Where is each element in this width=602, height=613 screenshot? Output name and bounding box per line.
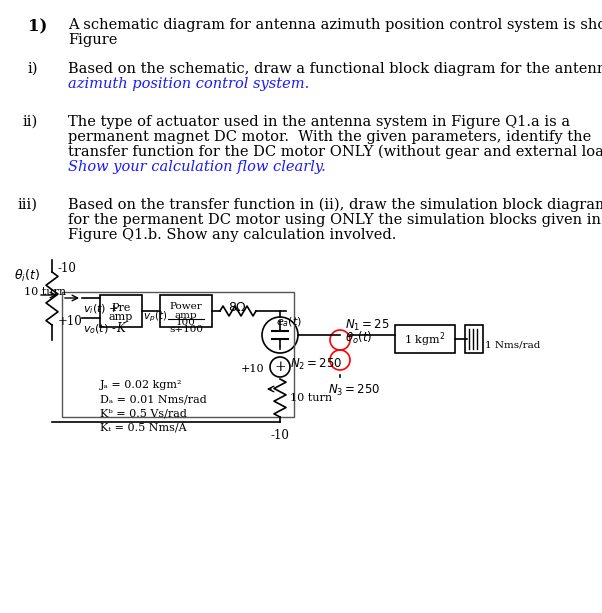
Text: 1 kgm$^2$: 1 kgm$^2$ <box>405 330 445 349</box>
Text: $N_2 = 250$: $N_2 = 250$ <box>290 357 343 372</box>
Text: $N_3 = 250$: $N_3 = 250$ <box>328 383 380 398</box>
Text: $8\Omega$: $8\Omega$ <box>229 301 247 314</box>
Text: s+100: s+100 <box>169 325 203 334</box>
Text: Dₐ = 0.01 Nms/rad: Dₐ = 0.01 Nms/rad <box>100 394 206 404</box>
Bar <box>160 295 212 327</box>
Text: 10 turn: 10 turn <box>290 393 332 403</box>
Text: Based on the schematic, draw a functional block diagram for the antenna: Based on the schematic, draw a functiona… <box>68 62 602 76</box>
Text: 1): 1) <box>28 18 48 35</box>
Text: Figure: Figure <box>68 33 117 47</box>
Bar <box>465 325 483 353</box>
Text: permanent magnet DC motor.  With the given parameters, identify the: permanent magnet DC motor. With the give… <box>68 130 591 144</box>
Text: K: K <box>117 322 125 335</box>
Text: azimuth position control system.: azimuth position control system. <box>68 77 309 91</box>
Text: Kᵇ = 0.5 Vs/rad: Kᵇ = 0.5 Vs/rad <box>100 408 187 418</box>
Text: 10 turn: 10 turn <box>24 287 66 297</box>
Text: amp: amp <box>109 312 133 322</box>
Text: A schematic diagram for antenna azimuth position control system is shown in: A schematic diagram for antenna azimuth … <box>68 18 602 32</box>
Text: +10: +10 <box>58 315 82 328</box>
Text: 1 Nms/rad: 1 Nms/rad <box>485 340 541 349</box>
Text: ii): ii) <box>23 115 39 129</box>
Text: $\theta_i(t)$: $\theta_i(t)$ <box>14 268 40 284</box>
Bar <box>62 292 294 417</box>
Text: Power: Power <box>170 302 202 311</box>
Bar <box>395 325 455 353</box>
Text: $\theta_o(t)$: $\theta_o(t)$ <box>345 330 373 346</box>
Text: Show your calculation flow clearly.: Show your calculation flow clearly. <box>68 160 326 174</box>
Text: $v_i(t)$ +: $v_i(t)$ + <box>83 302 119 316</box>
Text: amp: amp <box>175 311 197 320</box>
Text: i): i) <box>28 62 39 76</box>
Text: +10: +10 <box>240 364 264 374</box>
Text: Jₐ = 0.02 kgm²: Jₐ = 0.02 kgm² <box>100 380 182 390</box>
Text: $v_p(t)$: $v_p(t)$ <box>143 310 167 324</box>
Text: transfer function for the DC motor ONLY (without gear and external load).: transfer function for the DC motor ONLY … <box>68 145 602 159</box>
Text: 100: 100 <box>176 318 196 327</box>
Text: -10: -10 <box>270 429 290 442</box>
Text: for the permanent DC motor using ONLY the simulation blocks given in: for the permanent DC motor using ONLY th… <box>68 213 601 227</box>
Text: +: + <box>274 360 286 374</box>
Text: Figure Q1.b. Show any calculation involved.: Figure Q1.b. Show any calculation involv… <box>68 228 396 242</box>
Text: iii): iii) <box>18 198 38 212</box>
Text: Pre: Pre <box>111 303 131 313</box>
Text: Based on the transfer function in (ii), draw the simulation block diagram: Based on the transfer function in (ii), … <box>68 198 602 212</box>
Text: $v_o(t)$ -: $v_o(t)$ - <box>83 322 117 335</box>
Bar <box>100 295 142 327</box>
Text: The type of actuator used in the antenna system in Figure Q1.a is a: The type of actuator used in the antenna… <box>68 115 570 129</box>
Text: Kₜ = 0.5 Nms/A: Kₜ = 0.5 Nms/A <box>100 422 187 432</box>
Text: -10: -10 <box>58 262 77 275</box>
Text: $e_a(t)$: $e_a(t)$ <box>276 315 302 329</box>
Text: $N_1 = 25$: $N_1 = 25$ <box>345 318 389 333</box>
